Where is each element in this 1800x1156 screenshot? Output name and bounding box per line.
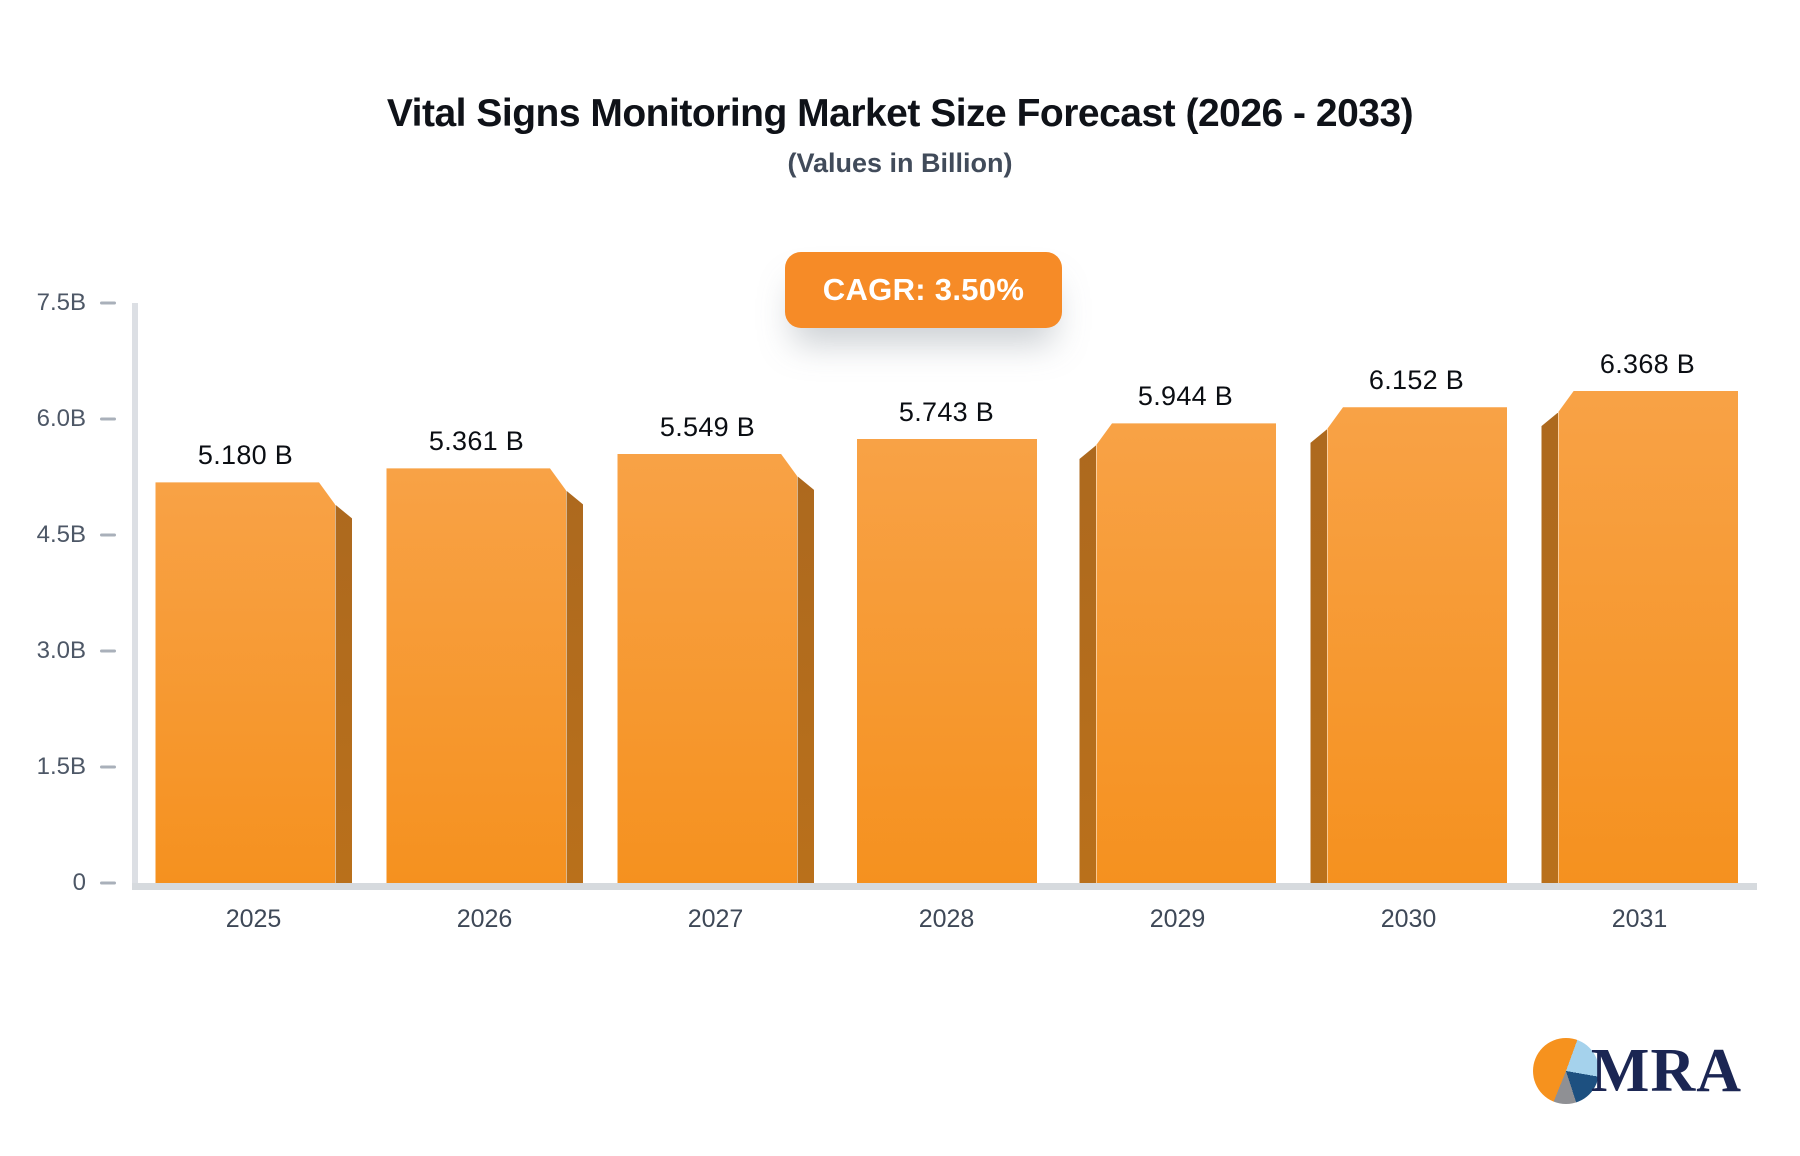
bar-face (617, 454, 797, 883)
y-tick-label: 7.5B (36, 289, 86, 316)
bar-value-label: 5.743 B (898, 396, 995, 427)
bar-2027[interactable]: 5.549 B (617, 412, 814, 883)
bar-group-2030: 6.152 B 2030 (1293, 303, 1524, 933)
x-axis-label: 2029 (1149, 905, 1206, 933)
bar-3d-side (797, 475, 814, 883)
bar-2026[interactable]: 5.361 B (386, 426, 583, 883)
bar-value-label: 5.180 B (197, 440, 294, 471)
x-axis-label: 2030 (1380, 905, 1437, 933)
bar-group-2028: 5.743 B 2028 (831, 303, 1062, 933)
y-tick-mark (100, 881, 116, 885)
bar-2029[interactable]: 5.944 B (1079, 381, 1276, 883)
brand-logo: MRA (1532, 1037, 1742, 1105)
bar-face (1558, 390, 1738, 883)
y-tick-label: 4.5B (36, 521, 86, 548)
bar-3d-side (566, 490, 583, 883)
bar-group-2031: 6.368 B 2031 (1524, 303, 1755, 933)
bar-2030[interactable]: 6.152 B (1310, 365, 1507, 883)
y-tick-mark (100, 301, 116, 305)
x-axis-label: 2031 (1611, 905, 1668, 933)
y-tick-mark (100, 649, 116, 653)
y-tick-label: 3.0B (36, 637, 86, 664)
x-axis-baseline (132, 883, 1757, 890)
bar-3d-side (1310, 429, 1327, 883)
bar-3d-side (335, 504, 352, 883)
bar-3d-side (1079, 445, 1096, 883)
bar-face (155, 482, 335, 883)
x-axis-label: 2025 (225, 905, 282, 933)
bars-container: 5.180 B 2025 5.361 B 2026 5.549 B 2027 5.743 B… (138, 303, 1755, 933)
cagr-badge-label: CAGR: 3.50% (822, 272, 1025, 307)
x-axis-label: 2026 (456, 905, 513, 933)
bar-2031[interactable]: 6.368 B (1541, 349, 1738, 883)
plot-area: 0 1.5B 3.0B 4.5B 6.0B 7.5B 5.180 B 2025 5.361 B… (37, 291, 1757, 933)
bar-2025[interactable]: 5.180 B (155, 440, 352, 883)
pie-chart-icon (1532, 1038, 1599, 1104)
brand-logo-text: MRA (1590, 1037, 1742, 1105)
bar-3d-side (1541, 412, 1558, 883)
bar-group-2029: 5.944 B 2029 (1062, 303, 1293, 933)
x-axis-label: 2027 (687, 905, 744, 933)
bar-value-label: 5.944 B (1137, 381, 1234, 412)
y-tick-mark (100, 533, 116, 537)
bar-group-2027: 5.549 B 2027 (600, 303, 831, 933)
y-tick-label: 0 (72, 869, 86, 896)
bar-value-label: 6.152 B (1368, 365, 1465, 396)
bar-value-label: 5.361 B (428, 426, 525, 457)
cagr-badge: CAGR: 3.50% (785, 252, 1062, 328)
bar-group-2026: 5.361 B 2026 (369, 303, 600, 933)
x-axis-label: 2028 (918, 905, 975, 933)
bar-2028[interactable]: 5.743 B (856, 397, 1037, 883)
bar-face (386, 468, 566, 883)
bar-face (1327, 407, 1507, 883)
y-tick-mark (100, 765, 116, 769)
y-tick-label: 6.0B (36, 405, 86, 432)
bar-value-label: 6.368 B (1599, 348, 1696, 379)
bar-face (1096, 423, 1276, 883)
bar-value-label: 5.549 B (659, 411, 756, 442)
bar-face (856, 438, 1037, 883)
chart-title: Vital Signs Monitoring Market Size Forec… (386, 92, 1414, 135)
bar-group-2025: 5.180 B 2025 (138, 303, 369, 933)
chart-subtitle: (Values in Billion) (787, 148, 1013, 178)
y-axis-line (132, 303, 138, 890)
y-tick-label: 1.5B (36, 753, 86, 780)
y-tick-mark (100, 417, 116, 421)
